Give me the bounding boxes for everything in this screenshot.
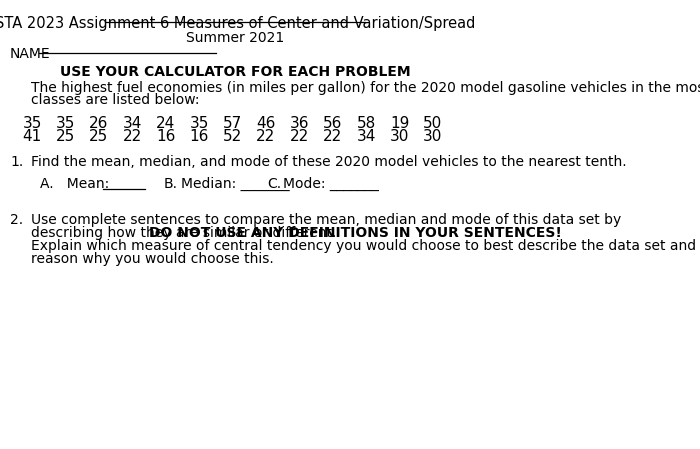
Text: The highest fuel economies (in miles per gallon) for the 2020 model gasoline veh: The highest fuel economies (in miles per…: [31, 81, 700, 95]
Text: 56: 56: [323, 116, 342, 131]
Text: 36: 36: [290, 116, 309, 131]
Text: C.: C.: [267, 177, 281, 191]
Text: 26: 26: [89, 116, 108, 131]
Text: 19: 19: [390, 116, 410, 131]
Text: 34: 34: [122, 116, 142, 131]
Text: 35: 35: [22, 116, 42, 131]
Text: USE YOUR CALCULATOR FOR EACH PROBLEM: USE YOUR CALCULATOR FOR EACH PROBLEM: [60, 65, 411, 79]
Text: Explain which measure of central tendency you would choose to best describe the : Explain which measure of central tendenc…: [31, 239, 700, 253]
Text: classes are listed below:: classes are listed below:: [31, 93, 199, 107]
Text: 22: 22: [256, 129, 276, 144]
Text: 16: 16: [156, 129, 175, 144]
Text: 57: 57: [223, 116, 242, 131]
Text: 41: 41: [22, 129, 41, 144]
Text: Use complete sentences to compare the mean, median and mode of this data set by: Use complete sentences to compare the me…: [31, 213, 621, 227]
Text: describing how they are similar or different.: describing how they are similar or diffe…: [31, 226, 344, 240]
Text: 30: 30: [390, 129, 410, 144]
Text: A.   Mean:: A. Mean:: [40, 177, 109, 191]
Text: 52: 52: [223, 129, 242, 144]
Text: 58: 58: [356, 116, 376, 131]
Text: 22: 22: [122, 129, 142, 144]
Text: NAME: NAME: [9, 47, 50, 61]
Text: 16: 16: [190, 129, 209, 144]
Text: 35: 35: [190, 116, 209, 131]
Text: Find the mean, median, and mode of these 2020 model vehicles to the nearest tent: Find the mean, median, and mode of these…: [31, 155, 626, 169]
Text: Mode: _______: Mode: _______: [284, 177, 379, 191]
Text: B.: B.: [164, 177, 178, 191]
Text: 35: 35: [56, 116, 75, 131]
Text: 46: 46: [256, 116, 276, 131]
Text: 50: 50: [424, 116, 442, 131]
Text: STA 2023 Assignment 6 Measures of Center and Variation/Spread: STA 2023 Assignment 6 Measures of Center…: [0, 16, 475, 31]
Text: reason why you would choose this.: reason why you would choose this.: [31, 252, 273, 266]
Text: Median: _______: Median: _______: [181, 177, 290, 191]
Text: 25: 25: [89, 129, 108, 144]
Text: 30: 30: [424, 129, 442, 144]
Text: 24: 24: [156, 116, 175, 131]
Text: DO NOT USE ANY DEFINITIONS IN YOUR SENTENCES!: DO NOT USE ANY DEFINITIONS IN YOUR SENTE…: [149, 226, 562, 240]
Text: Summer 2021: Summer 2021: [186, 31, 284, 44]
Text: 1.: 1.: [10, 155, 24, 169]
Text: 34: 34: [356, 129, 376, 144]
Text: 2.: 2.: [10, 213, 24, 227]
Text: 22: 22: [290, 129, 309, 144]
Text: 25: 25: [56, 129, 75, 144]
Text: 22: 22: [323, 129, 342, 144]
